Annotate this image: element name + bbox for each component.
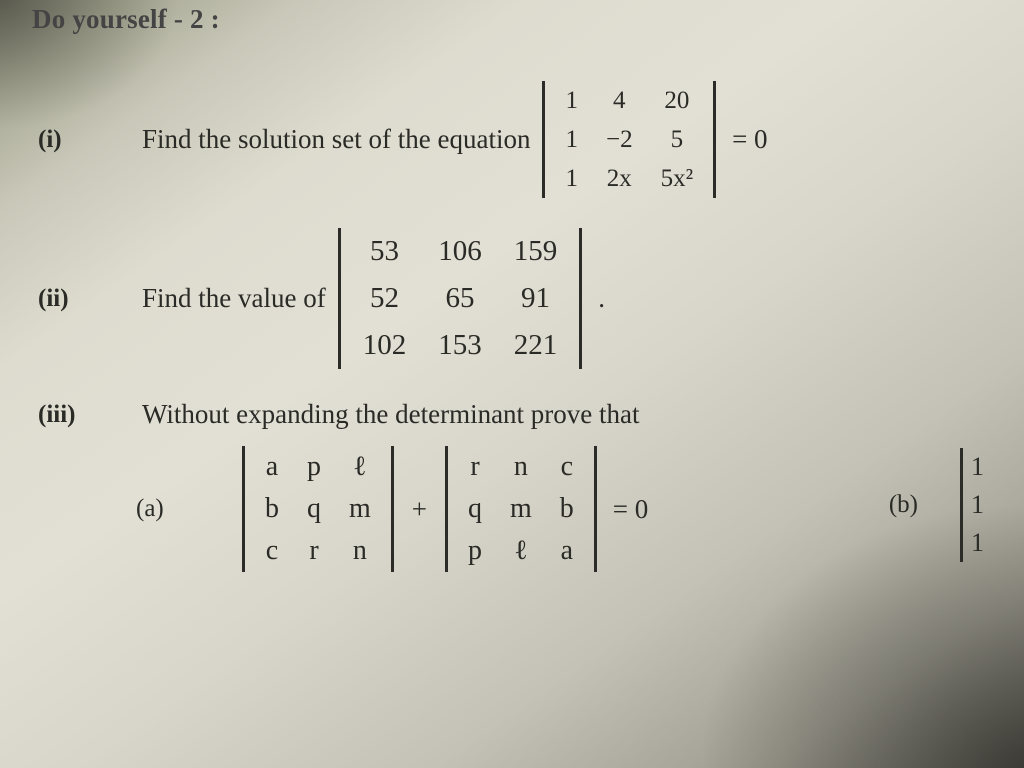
problem-iii-text: Without expanding the determinant prove … bbox=[142, 399, 640, 430]
det-bar-left bbox=[542, 81, 545, 198]
det-bar-left bbox=[242, 446, 245, 572]
problem-ii-body: Find the value of 53106159 526591 102153… bbox=[142, 228, 605, 369]
det-matrix: 1420 1−25 12x5x² bbox=[551, 81, 707, 198]
problem-ii-marker: (ii) bbox=[28, 285, 142, 313]
page-content: Do yourself - 2 : (i) Find the solution … bbox=[28, 0, 998, 572]
plus-sign: + bbox=[412, 494, 427, 525]
problem-iii-a-after: = 0 bbox=[613, 494, 648, 525]
problem-i-body: Find the solution set of the equation 14… bbox=[142, 81, 768, 198]
det-bar-right bbox=[713, 81, 716, 198]
problem-iii-a-body: apℓ bqm crn + rnc qmb pℓa = 0 bbox=[230, 446, 648, 572]
det-bar-right bbox=[391, 446, 394, 572]
problem-iii-marker: (iii) bbox=[28, 401, 142, 429]
det-bar-right bbox=[579, 228, 582, 369]
det-matrix: apℓ bqm crn bbox=[251, 446, 385, 572]
problem-ii-after: . bbox=[598, 283, 605, 314]
problem-i-det: 1420 1−25 12x5x² bbox=[536, 81, 722, 198]
problem-iii-b: (b) 1 1 1 bbox=[889, 448, 992, 562]
problem-iii: (iii) Without expanding the determinant … bbox=[28, 399, 998, 430]
det-matrix: 1 1 1 bbox=[969, 448, 986, 562]
det-matrix: 53106159 526591 102153221 bbox=[347, 228, 574, 369]
problem-iii-a-det2: rnc qmb pℓa bbox=[439, 446, 603, 572]
problem-iii-b-det: 1 1 1 bbox=[954, 448, 986, 562]
problem-iii-a: (a) apℓ bqm crn + rnc qmb pℓa bbox=[136, 446, 998, 572]
det-bar-left bbox=[445, 446, 448, 572]
problem-ii: (ii) Find the value of 53106159 526591 1… bbox=[28, 228, 998, 369]
problem-i-marker: (i) bbox=[28, 126, 142, 154]
problem-iii-b-marker: (b) bbox=[889, 491, 918, 519]
det-bar-left bbox=[960, 448, 963, 562]
problem-iii-a-marker: (a) bbox=[136, 495, 230, 523]
det-bar-right bbox=[594, 446, 597, 572]
problem-i-after: = 0 bbox=[732, 124, 767, 155]
problem-iii-a-det1: apℓ bqm crn bbox=[236, 446, 400, 572]
problem-i: (i) Find the solution set of the equatio… bbox=[28, 81, 998, 198]
det-bar-left bbox=[338, 228, 341, 369]
problem-i-text: Find the solution set of the equation bbox=[142, 124, 530, 155]
det-matrix: rnc qmb pℓa bbox=[454, 446, 588, 572]
problem-ii-text: Find the value of bbox=[142, 283, 326, 314]
section-heading: Do yourself - 2 : bbox=[32, 4, 998, 35]
problem-ii-det: 53106159 526591 102153221 bbox=[332, 228, 589, 369]
